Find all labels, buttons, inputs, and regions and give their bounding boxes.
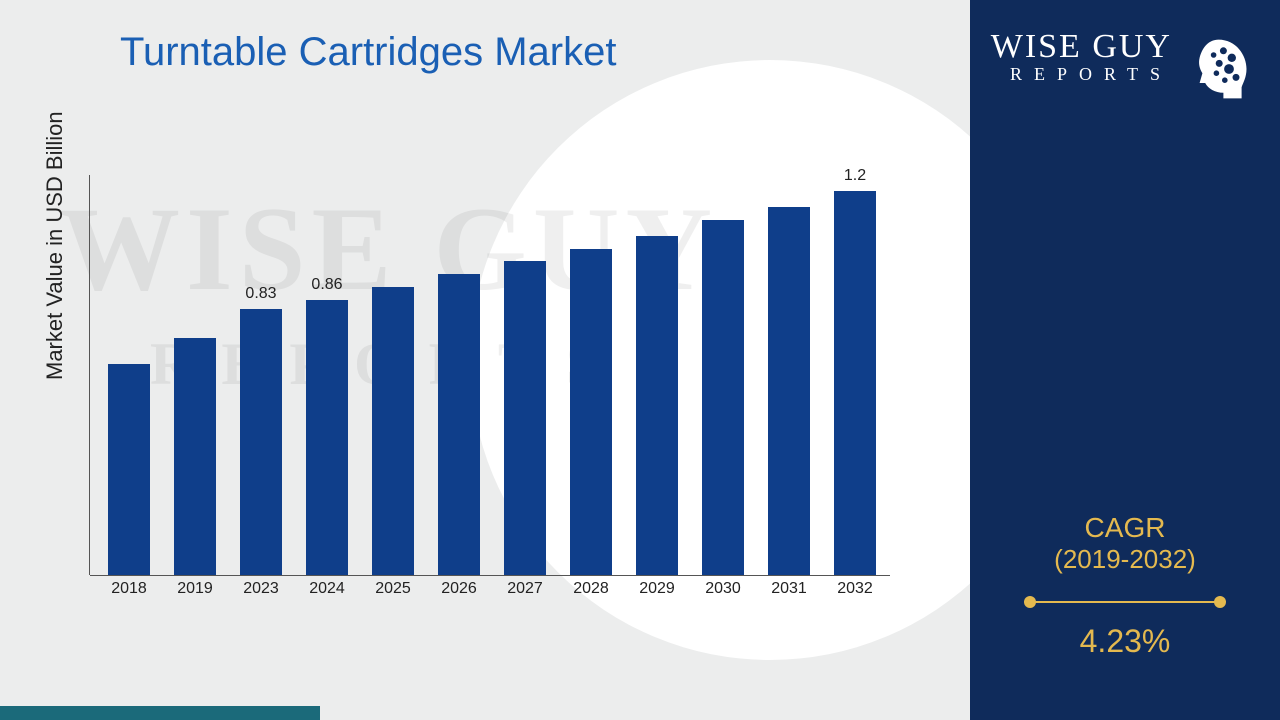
bar: [504, 261, 546, 575]
chart-title: Turntable Cartridges Market: [120, 30, 616, 75]
bar: [306, 300, 348, 575]
bar-group: [492, 261, 558, 575]
x-tick-label: 2030: [690, 580, 756, 598]
bar: [438, 274, 480, 575]
cagr-divider: [1010, 587, 1240, 617]
bar-group: [426, 274, 492, 575]
cagr-years: (2019-2032): [1010, 544, 1240, 575]
bar-group: [624, 236, 690, 575]
footer-accent-bar: [0, 706, 320, 720]
bar-group: 0.86: [294, 300, 360, 575]
cagr-panel: CAGR (2019-2032) 4.23%: [1010, 512, 1240, 660]
x-tick-label: 2026: [426, 580, 492, 598]
x-axis-line: [90, 575, 890, 576]
bars-container: 0.830.86 1.2: [90, 175, 890, 575]
x-tick-label: 2018: [96, 580, 162, 598]
bar-group: 0.83: [228, 309, 294, 575]
bar: [702, 220, 744, 575]
bar: [570, 249, 612, 575]
bar-value-label: 1.2: [822, 167, 888, 185]
x-tick-label: 2025: [360, 580, 426, 598]
bar: [768, 207, 810, 575]
x-tick-label: 2029: [624, 580, 690, 598]
cagr-label: CAGR: [1010, 512, 1240, 544]
sidebar: WISE GUY REPORTS CAGR (2019-2032) 4.23%: [970, 0, 1280, 720]
y-axis-label: Market Value in USD Billion: [42, 111, 68, 380]
x-tick-label: 2024: [294, 580, 360, 598]
bar: [834, 191, 876, 575]
bar-value-label: 0.86: [294, 276, 360, 294]
bar-chart: 0.830.861.2 2018201920232024202520262027…: [90, 175, 890, 575]
x-tick-label: 2031: [756, 580, 822, 598]
x-tick-label: 2019: [162, 580, 228, 598]
logo-text-sub: REPORTS: [991, 64, 1172, 85]
cagr-value: 4.23%: [1010, 623, 1240, 660]
bar: [240, 309, 282, 575]
page-root: WISE GUY REPORTS Turntable Cartridges Ma…: [0, 0, 1280, 720]
bar: [372, 287, 414, 575]
logo-text-main: WISE GUY: [991, 28, 1172, 66]
bar: [174, 338, 216, 575]
bar-group: 1.2: [822, 191, 888, 575]
main-area: WISE GUY REPORTS Turntable Cartridges Ma…: [0, 0, 970, 720]
x-tick-label: 2023: [228, 580, 294, 598]
x-tick-label: 2032: [822, 580, 888, 598]
x-tick-label: 2027: [492, 580, 558, 598]
bar-group: [558, 249, 624, 575]
bar-value-label: 0.83: [228, 285, 294, 303]
bar: [108, 364, 150, 575]
bar-group: [96, 364, 162, 575]
brain-head-icon: [1180, 34, 1250, 104]
brand-logo: WISE GUY REPORTS: [991, 28, 1250, 85]
bar-group: [360, 287, 426, 575]
bar-group: [690, 220, 756, 575]
bar: [636, 236, 678, 575]
bar-group: [756, 207, 822, 575]
x-tick-label: 2028: [558, 580, 624, 598]
bar-group: [162, 338, 228, 575]
